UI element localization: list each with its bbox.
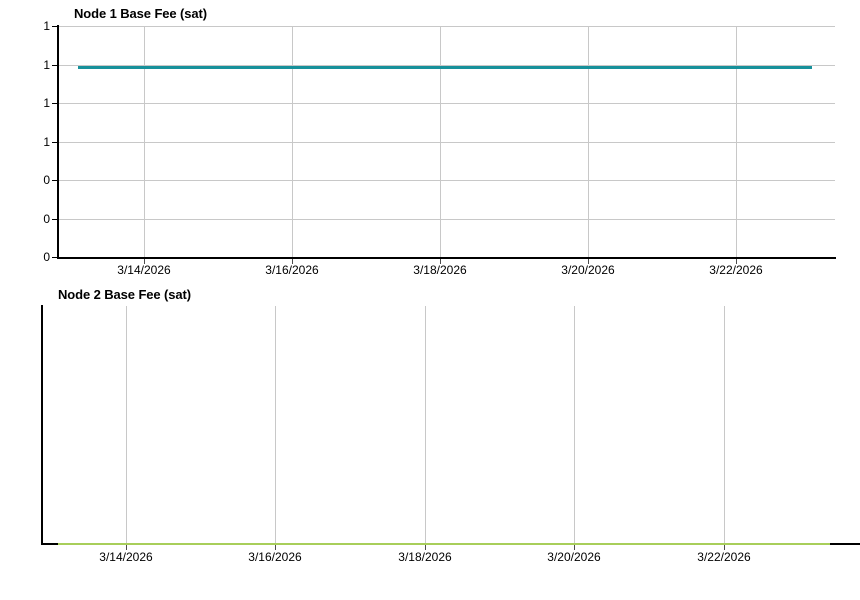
chart-1-y-tick-label: 0: [43, 173, 50, 187]
chart-2-x-tick-label: 3/18/2026: [398, 550, 452, 564]
chart-1-y-tick-mark: [52, 142, 57, 143]
chart-2-x-tick-mark: [275, 545, 276, 550]
chart-1-x-tick-label: 3/14/2026: [117, 263, 171, 277]
chart-1-y-tick-label: 0: [43, 212, 50, 226]
chart-1-x-tick-mark: [292, 259, 293, 264]
chart-2-series-line: [58, 543, 830, 545]
chart-1-x-tick-label: 3/20/2026: [561, 263, 615, 277]
chart-1-y-tick-mark: [52, 103, 57, 104]
chart-1-x-tick-label: 3/16/2026: [265, 263, 319, 277]
chart-panel-node-2: Node 2 Base Fee (sat) 3/14/2026 3/16/2026…: [0, 282, 860, 600]
chart-2-x-tick-mark: [425, 545, 426, 550]
chart-1-y-tick-label: 1: [43, 96, 50, 110]
chart-2-x-tick-mark: [574, 545, 575, 550]
chart-1-y-axis: [57, 25, 59, 259]
chart-1-y-tick-label: 0: [43, 250, 50, 264]
chart-2-y-axis: [41, 305, 43, 545]
chart-1-x-tick-mark: [440, 259, 441, 264]
chart-1-gridline-h: [58, 26, 835, 27]
chart-1-y-tick-mark: [52, 65, 57, 66]
chart-1-x-tick-mark: [588, 259, 589, 264]
chart-panel-node-1: Node 1 Base Fee (sat) 1 1 1 1 0 0 0 3/14/2026 3…: [0, 0, 860, 282]
chart-2-gridline-v: [724, 306, 725, 544]
chart-1-y-tick-mark: [52, 26, 57, 27]
chart-2-gridline-v: [425, 306, 426, 544]
chart-1-y-tick-label: 1: [43, 19, 50, 33]
chart-1-y-tick-mark: [52, 257, 57, 258]
chart-1-x-tick-label: 3/22/2026: [709, 263, 763, 277]
chart-2-x-tick-label: 3/16/2026: [248, 550, 302, 564]
chart-1-y-tick-mark: [52, 180, 57, 181]
chart-1-y-tick-mark: [52, 219, 57, 220]
chart-1-x-tick-label: 3/18/2026: [413, 263, 467, 277]
chart-1-gridline-v: [736, 26, 737, 258]
chart-2-x-tick-mark: [724, 545, 725, 550]
chart-1-x-tick-mark: [736, 259, 737, 264]
chart-1-gridline-h: [58, 103, 835, 104]
chart-1-gridline-h: [58, 180, 835, 181]
chart-1-gridline-v: [144, 26, 145, 258]
chart-1-series-line: [78, 66, 812, 69]
chart-1-y-tick-label: 1: [43, 58, 50, 72]
chart-1-gridline-h: [58, 142, 835, 143]
chart-1-x-tick-mark: [144, 259, 145, 264]
chart-2-gridline-v: [126, 306, 127, 544]
chart-2-x-tick-mark: [126, 545, 127, 550]
chart-1-x-axis: [57, 257, 836, 259]
chart-2-gridline-v: [574, 306, 575, 544]
chart-1-title: Node 1 Base Fee (sat): [74, 6, 208, 21]
chart-1-gridline-v: [588, 26, 589, 258]
chart-2-x-tick-label: 3/14/2026: [99, 550, 153, 564]
chart-1-gridline-h: [58, 219, 835, 220]
chart-1-gridline-v: [292, 26, 293, 258]
chart-2-x-tick-label: 3/22/2026: [697, 550, 751, 564]
chart-1-gridline-v: [440, 26, 441, 258]
chart-1-y-tick-label: 1: [43, 135, 50, 149]
chart-2-plot-area: [42, 306, 860, 544]
chart-1-gridline-h: [58, 65, 835, 66]
chart-2-gridline-v: [275, 306, 276, 544]
chart-2-title: Node 2 Base Fee (sat): [58, 287, 192, 302]
chart-2-x-tick-label: 3/20/2026: [547, 550, 601, 564]
chart-1-plot-area: [58, 26, 835, 258]
